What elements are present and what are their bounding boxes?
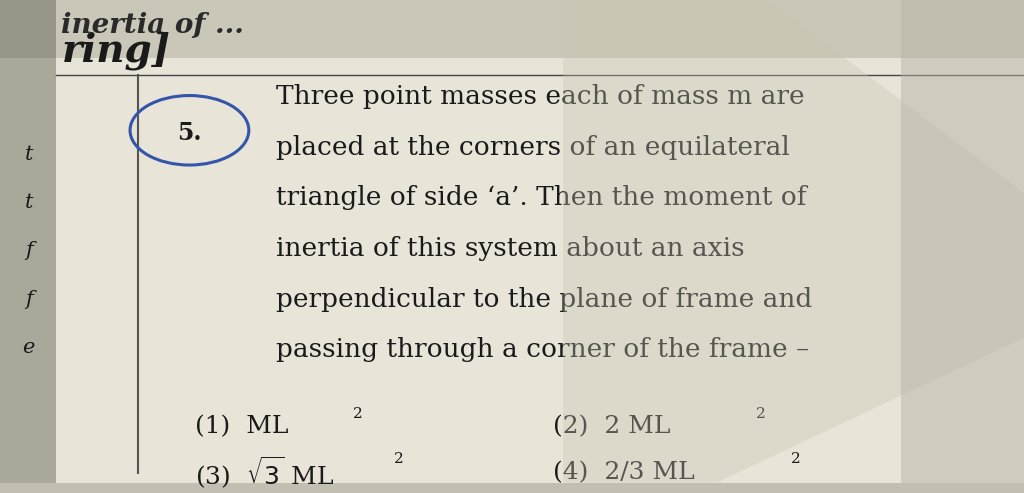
Text: e: e [23,338,35,357]
Text: 2: 2 [791,453,801,466]
Text: (3)  $\sqrt{3}$ ML: (3) $\sqrt{3}$ ML [195,455,334,491]
Text: ring]: ring] [61,32,170,70]
Polygon shape [563,0,1024,483]
Text: (4)  2/3 ML: (4) 2/3 ML [553,461,694,485]
Text: t: t [25,193,33,212]
Bar [0,0,56,483]
Text: 2: 2 [353,407,364,421]
Text: t: t [25,145,33,164]
Text: 2: 2 [394,453,404,466]
Text: perpendicular to the plane of frame and: perpendicular to the plane of frame and [276,286,813,312]
Text: Three point masses each of mass m are: Three point masses each of mass m are [276,84,805,109]
Bar [0,0,1024,58]
Text: triangle of side ‘a’. Then the moment of: triangle of side ‘a’. Then the moment of [276,185,807,211]
Text: placed at the corners of an equilateral: placed at the corners of an equilateral [276,135,791,160]
Text: f: f [25,290,33,309]
Text: passing through a corner of the frame –: passing through a corner of the frame – [276,337,810,362]
Bar [901,0,1024,483]
Text: 2: 2 [756,407,766,421]
Text: inertia of ...: inertia of ... [61,12,245,39]
Text: inertia of this system about an axis: inertia of this system about an axis [276,236,745,261]
Text: 5.: 5. [177,121,202,145]
Bar [0,0,56,58]
Text: (2)  2 ML: (2) 2 ML [553,416,671,439]
Text: f: f [25,242,33,260]
Text: (1)  ML: (1) ML [195,416,288,439]
